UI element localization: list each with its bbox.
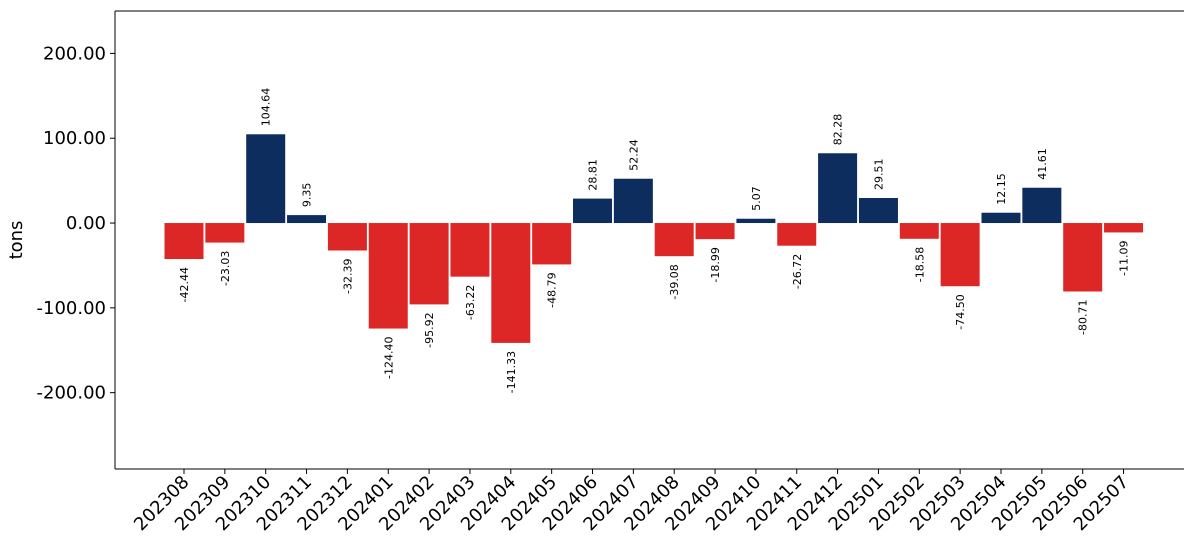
value-label-202309: -23.03 bbox=[219, 251, 232, 286]
y-axis-label: tons bbox=[6, 221, 27, 260]
bar-202311 bbox=[287, 215, 327, 224]
bar-202308 bbox=[164, 223, 204, 260]
y-tick-label: -200.00 bbox=[37, 383, 106, 404]
value-label-202401: -124.40 bbox=[382, 337, 395, 379]
bar-202310 bbox=[246, 134, 286, 224]
plot-area: -200.00-100.000.00100.00200.00-42.442023… bbox=[37, 10, 1184, 535]
value-label-202310: 104.64 bbox=[260, 88, 273, 127]
value-label-202407: 52.24 bbox=[627, 139, 640, 171]
bar-202410 bbox=[736, 218, 776, 224]
value-label-202408: -39.08 bbox=[668, 264, 681, 299]
value-label-202505: 41.61 bbox=[1036, 148, 1049, 180]
bar-202504 bbox=[981, 212, 1021, 224]
bar-202501 bbox=[858, 198, 898, 224]
y-tick-label: 100.00 bbox=[43, 128, 106, 149]
bar-202409 bbox=[695, 223, 735, 240]
value-label-202507: -11.09 bbox=[1118, 240, 1131, 275]
value-label-202501: 29.51 bbox=[872, 159, 885, 191]
value-label-202412: 82.28 bbox=[832, 114, 845, 146]
bar-202507 bbox=[1104, 223, 1144, 233]
value-label-202402: -95.92 bbox=[423, 312, 436, 347]
bar-202412 bbox=[818, 153, 858, 224]
value-label-202403: -63.22 bbox=[464, 285, 477, 320]
bar-202401 bbox=[368, 223, 408, 329]
y-tick-label: -100.00 bbox=[37, 298, 106, 319]
value-label-202308: -42.44 bbox=[178, 267, 191, 302]
value-label-202405: -48.79 bbox=[546, 272, 559, 307]
value-label-202504: 12.15 bbox=[995, 173, 1008, 205]
bar-202506 bbox=[1063, 223, 1103, 292]
bar-202503 bbox=[940, 223, 980, 287]
bar-202502 bbox=[899, 223, 939, 239]
bar-202404 bbox=[491, 223, 531, 343]
bar-202309 bbox=[205, 223, 245, 243]
value-label-202311: 9.35 bbox=[301, 183, 314, 208]
bar-202402 bbox=[409, 223, 449, 305]
value-label-202411: -26.72 bbox=[791, 254, 804, 289]
bar-202407 bbox=[613, 178, 653, 224]
value-label-202503: -74.50 bbox=[954, 294, 967, 329]
value-label-202409: -18.99 bbox=[709, 247, 722, 282]
bar-202405 bbox=[532, 223, 572, 265]
value-label-202406: 28.81 bbox=[587, 159, 600, 191]
value-label-202502: -18.58 bbox=[913, 247, 926, 282]
bar-202403 bbox=[450, 223, 490, 277]
value-label-202410: 5.07 bbox=[750, 186, 763, 211]
bar-202408 bbox=[654, 223, 694, 257]
y-tick-label: 0.00 bbox=[66, 213, 106, 234]
bar-202411 bbox=[777, 223, 817, 246]
bar-202312 bbox=[327, 223, 367, 251]
value-label-202506: -80.71 bbox=[1077, 299, 1090, 334]
y-tick-label: 200.00 bbox=[43, 43, 106, 64]
value-label-202404: -141.33 bbox=[505, 351, 518, 393]
value-label-202312: -32.39 bbox=[341, 259, 354, 294]
bar-202406 bbox=[573, 198, 612, 224]
bar-202505 bbox=[1022, 187, 1062, 224]
